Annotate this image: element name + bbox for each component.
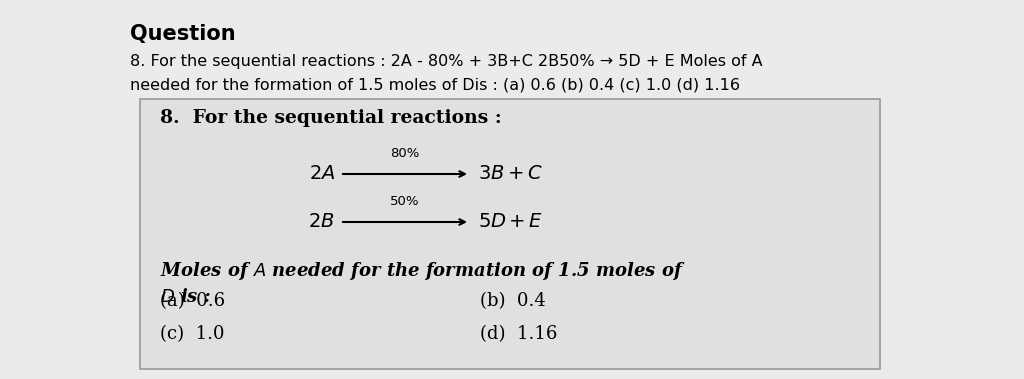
FancyBboxPatch shape (140, 99, 880, 369)
Text: (b)  0.4: (b) 0.4 (480, 292, 546, 310)
Text: $3B + C$: $3B + C$ (478, 165, 544, 183)
Text: (a)  0.6: (a) 0.6 (160, 292, 225, 310)
Text: $2A$: $2A$ (308, 165, 335, 183)
Text: Question: Question (130, 24, 236, 44)
Text: (c)  1.0: (c) 1.0 (160, 325, 224, 343)
Text: (d)  1.16: (d) 1.16 (480, 325, 557, 343)
Text: 8. For the sequential reactions : 2A - 80% + 3B+C 2B50% → 5D + E Moles of A: 8. For the sequential reactions : 2A - 8… (130, 54, 763, 69)
Text: $2B$: $2B$ (308, 213, 335, 231)
Text: $5D + E$: $5D + E$ (478, 213, 544, 231)
Text: needed for the formation of 1.5 moles of Dis : (a) 0.6 (b) 0.4 (c) 1.0 (d) 1.16: needed for the formation of 1.5 moles of… (130, 77, 740, 92)
Text: 50%: 50% (390, 195, 420, 208)
Text: $D$ is :: $D$ is : (160, 288, 211, 306)
Text: 80%: 80% (390, 147, 420, 160)
Text: Moles of $A$ needed for the formation of 1.5 moles of: Moles of $A$ needed for the formation of… (160, 260, 685, 282)
Text: 8.  For the sequential reactions :: 8. For the sequential reactions : (160, 109, 502, 127)
